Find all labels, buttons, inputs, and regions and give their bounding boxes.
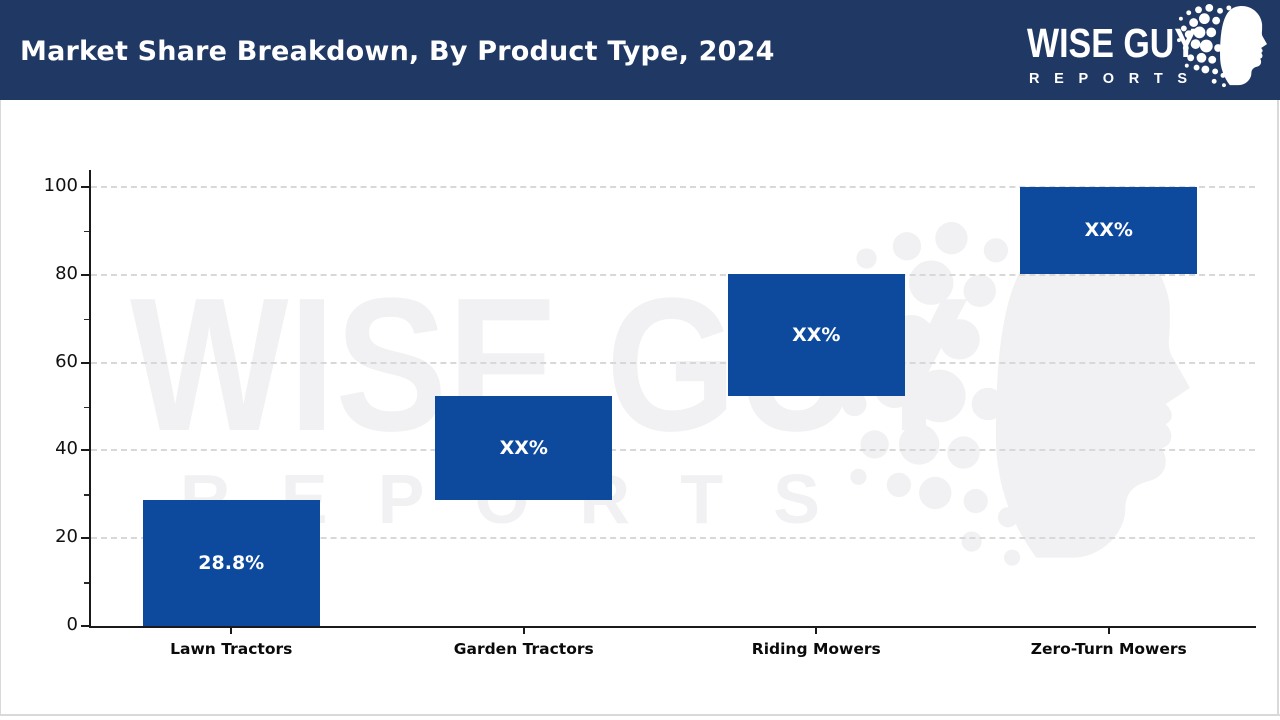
bar-value-label: XX% bbox=[792, 323, 841, 346]
bar-3: XX% bbox=[727, 273, 905, 396]
y-tick-label: 60 bbox=[55, 350, 78, 372]
x-axis-line bbox=[89, 626, 1256, 628]
x-axis-label: Lawn Tractors bbox=[170, 640, 293, 658]
x-tick-mark bbox=[1107, 628, 1110, 634]
y-tick-mark bbox=[81, 361, 89, 364]
y-minor-tick-mark bbox=[84, 582, 89, 584]
frame-line-bottom bbox=[0, 714, 1280, 716]
y-tick-label: 20 bbox=[55, 526, 78, 548]
y-tick-label: 0 bbox=[66, 614, 78, 635]
y-tick-label: 100 bbox=[43, 175, 78, 196]
gridline bbox=[91, 273, 1255, 276]
y-tick-label: 80 bbox=[55, 262, 78, 284]
frame-line-left bbox=[0, 100, 1, 715]
gridline bbox=[91, 449, 1255, 452]
y-axis-line bbox=[89, 170, 91, 628]
y-tick-mark bbox=[81, 449, 89, 452]
bar-1: 28.8% bbox=[142, 499, 320, 626]
x-axis-label: Zero-Turn Mowers bbox=[1030, 640, 1187, 658]
y-minor-tick-mark bbox=[84, 406, 89, 408]
gridline bbox=[91, 361, 1255, 364]
header-banner: Market Share Breakdown, By Product Type,… bbox=[0, 0, 1280, 100]
gridline bbox=[91, 186, 1255, 188]
y-tick-mark bbox=[81, 537, 89, 540]
bar-value-label: XX% bbox=[1084, 219, 1133, 242]
bar-2: XX% bbox=[435, 395, 613, 500]
x-tick-mark bbox=[522, 628, 525, 634]
y-tick-label: 40 bbox=[55, 438, 78, 460]
bar-value-label: XX% bbox=[499, 436, 548, 459]
x-tick-mark bbox=[815, 628, 818, 634]
y-minor-tick-mark bbox=[84, 494, 89, 496]
y-minor-tick-mark bbox=[84, 318, 89, 321]
chart-title: Market Share Breakdown, By Product Type,… bbox=[20, 36, 775, 67]
wise-guy-reports-logo: WISE GUY REPORTS bbox=[1027, 3, 1267, 88]
y-tick-mark bbox=[81, 625, 89, 627]
y-tick-mark bbox=[81, 186, 89, 188]
logo-tagline-text: REPORTS bbox=[1029, 71, 1187, 87]
frame-line-right bbox=[1277, 100, 1279, 715]
bar-value-label: 28.8% bbox=[198, 551, 265, 574]
bar-4: XX% bbox=[1020, 187, 1198, 274]
x-tick-mark bbox=[230, 628, 233, 634]
y-tick-mark bbox=[81, 273, 89, 276]
x-axis-label: Garden Tractors bbox=[453, 640, 594, 658]
gridline bbox=[91, 537, 1255, 540]
logo-name-text: WISE GUY bbox=[1027, 20, 1197, 66]
x-axis-label: Riding Mowers bbox=[751, 640, 881, 658]
y-minor-tick-mark bbox=[84, 230, 89, 233]
